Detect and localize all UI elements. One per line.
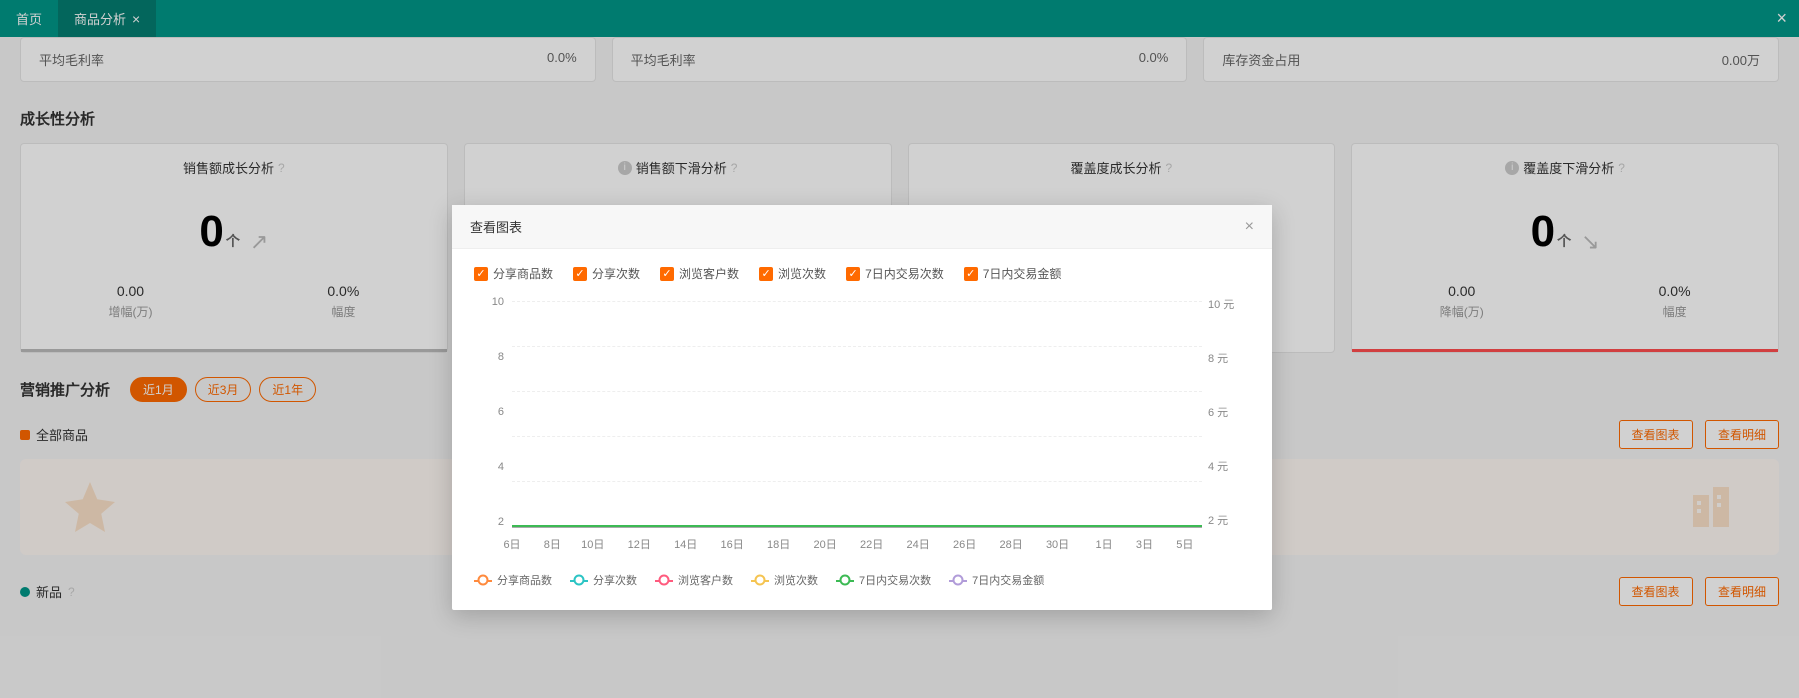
y-axis-left: 10 8 6 4 2: [484, 296, 504, 528]
checkbox-icon: ✓: [846, 267, 860, 281]
x-tick: 1日: [1095, 536, 1112, 552]
y-tick: 10 元: [1208, 296, 1244, 312]
modal-title: 查看图表: [470, 217, 522, 236]
x-tick: 16日: [721, 536, 744, 552]
legend-item[interactable]: 7日内交易次数: [836, 572, 931, 588]
y-tick: 2: [484, 516, 504, 528]
y-tick: 2 元: [1208, 512, 1244, 528]
x-tick: 22日: [860, 536, 883, 552]
legend-item[interactable]: 浏览次数: [751, 572, 818, 588]
x-tick: 8日: [544, 536, 561, 552]
checkbox-label: 7日内交易金额: [983, 265, 1062, 282]
x-axis: 6日8日10日12日14日16日18日20日22日24日26日28日30日1日3…: [512, 536, 1202, 552]
x-tick: 5日: [1176, 536, 1193, 552]
modal-header: 查看图表 ×: [452, 205, 1272, 249]
checkbox-icon: ✓: [660, 267, 674, 281]
checkbox-row: ✓ 分享商品数 ✓ 分享次数 ✓ 浏览客户数 ✓ 浏览次数 ✓ 7日内交易次数 ✓ 7日内交易金额: [474, 265, 1250, 282]
legend-label: 分享商品数: [497, 572, 552, 588]
checkbox-icon: ✓: [964, 267, 978, 281]
chart-modal: 查看图表 × ✓ 分享商品数 ✓ 分享次数 ✓ 浏览客户数 ✓ 浏览次数 ✓ 7日内交易次数 ✓ 7日…: [452, 205, 1272, 610]
y-tick: 6 元: [1208, 404, 1244, 420]
legend-swatch: [751, 576, 769, 584]
y-tick: 10: [484, 296, 504, 308]
x-tick: 28日: [999, 536, 1022, 552]
legend-item[interactable]: 浏览客户数: [655, 572, 733, 588]
x-tick: 10日: [581, 536, 604, 552]
chart-legend: 分享商品数 分享次数 浏览客户数 浏览次数 7日内交易次数 7日内交易金额: [474, 572, 1250, 588]
legend-swatch: [949, 576, 967, 584]
legend-item[interactable]: 分享商品数: [474, 572, 552, 588]
y-tick: 4 元: [1208, 458, 1244, 474]
checkbox-label: 7日内交易次数: [865, 265, 944, 282]
legend-label: 浏览客户数: [678, 572, 733, 588]
y-axis-right: 10 元 8 元 6 元 4 元 2 元: [1208, 296, 1244, 528]
y-tick: 6: [484, 406, 504, 418]
plot-area: [512, 302, 1202, 528]
legend-swatch: [570, 576, 588, 584]
series-checkbox[interactable]: ✓ 分享次数: [573, 265, 640, 282]
checkbox-label: 分享次数: [592, 265, 640, 282]
legend-label: 7日内交易次数: [859, 572, 931, 588]
series-checkbox[interactable]: ✓ 7日内交易金额: [964, 265, 1062, 282]
series-checkbox[interactable]: ✓ 浏览客户数: [660, 265, 739, 282]
x-tick: 24日: [906, 536, 929, 552]
close-icon[interactable]: ×: [1245, 218, 1254, 236]
line-chart: 10 8 6 4 2 10 元 8 元 6 元 4 元 2 元 6日 8日 10日 12日 14日 16日…: [474, 296, 1250, 556]
x-tick: 3日: [1136, 536, 1153, 552]
legend-label: 浏览次数: [774, 572, 818, 588]
x-tick: 30日: [1046, 536, 1069, 552]
y-tick: 4: [484, 461, 504, 473]
x-tick: 26日: [953, 536, 976, 552]
x-tick: 14日: [674, 536, 697, 552]
series-checkbox[interactable]: ✓ 分享商品数: [474, 265, 553, 282]
x-tick: 6日: [503, 536, 520, 552]
legend-item[interactable]: 分享次数: [570, 572, 637, 588]
checkbox-label: 浏览客户数: [679, 265, 739, 282]
y-tick: 8 元: [1208, 350, 1244, 366]
checkbox-icon: ✓: [474, 267, 488, 281]
checkbox-label: 浏览次数: [778, 265, 826, 282]
series-checkbox[interactable]: ✓ 浏览次数: [759, 265, 826, 282]
legend-swatch: [655, 576, 673, 584]
legend-item[interactable]: 7日内交易金额: [949, 572, 1044, 588]
data-line: [512, 525, 1202, 527]
y-tick: 8: [484, 351, 504, 363]
checkbox-icon: ✓: [759, 267, 773, 281]
checkbox-icon: ✓: [573, 267, 587, 281]
legend-label: 7日内交易金额: [972, 572, 1044, 588]
legend-label: 分享次数: [593, 572, 637, 588]
checkbox-label: 分享商品数: [493, 265, 553, 282]
x-tick: 12日: [628, 536, 651, 552]
series-checkbox[interactable]: ✓ 7日内交易次数: [846, 265, 944, 282]
x-tick: 20日: [814, 536, 837, 552]
x-tick: 18日: [767, 536, 790, 552]
legend-swatch: [836, 576, 854, 584]
legend-swatch: [474, 576, 492, 584]
